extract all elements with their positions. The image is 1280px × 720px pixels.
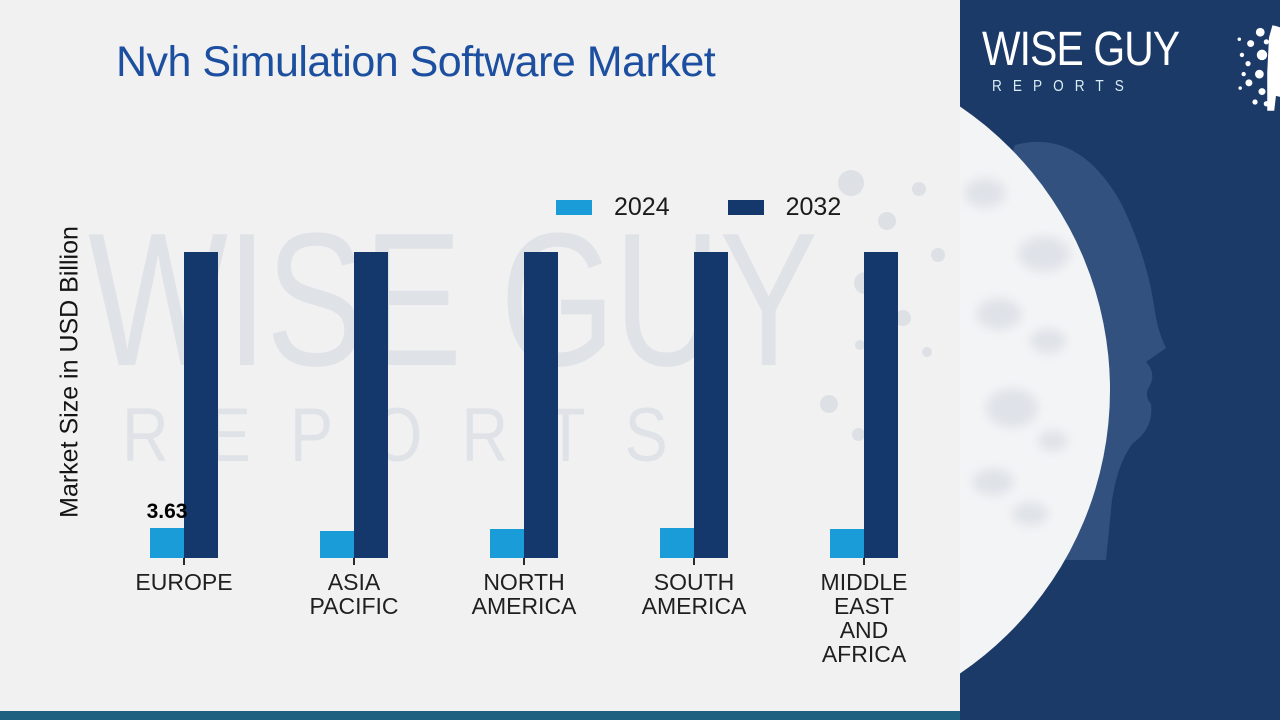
bar-group-north-america: NORTH AMERICA: [472, 252, 576, 618]
bar-group-middle-east-and-africa: MIDDLE EAST AND AFRICA: [821, 252, 907, 666]
axis-tick: [183, 558, 185, 565]
category-label: NORTH AMERICA: [471, 569, 577, 620]
category-label: ASIA PACIFIC: [309, 569, 399, 620]
wiseguy-logo: WISE GUY REPORTS: [982, 23, 1280, 116]
bar-value-label: 3.63: [146, 500, 188, 523]
logo-head-icon: [1237, 25, 1280, 111]
category-label: MIDDLE EAST AND AFRICA: [820, 569, 908, 668]
footer-strip: [0, 711, 960, 720]
bar-2032-middle-east-and-africa: [864, 252, 898, 558]
bar-2024-asia-pacific: [320, 531, 354, 558]
legend-swatch-2032: [727, 200, 764, 215]
bar-2032-south-america: [694, 252, 728, 558]
y-axis-label: Market Size in USD Billion: [55, 226, 84, 518]
legend-item-2032: 2032: [727, 193, 842, 222]
bar-group-asia-pacific: ASIA PACIFIC: [309, 252, 399, 618]
bar-2032-asia-pacific: [354, 252, 388, 558]
bar-2024-europe: [150, 528, 184, 558]
page-title: Nvh Simulation Software Market: [116, 38, 716, 86]
legend-item-2024: 2024: [556, 193, 670, 222]
bar-2024-north-america: [490, 529, 524, 558]
bar-group-south-america: SOUTH AMERICA: [642, 252, 746, 618]
brand-panel: WISE GUY REPORTS: [960, 0, 1280, 720]
legend-swatch-2024: [556, 200, 592, 215]
axis-tick: [353, 558, 355, 565]
category-label: EUROPE: [135, 569, 233, 595]
axis-tick: [863, 558, 865, 565]
bar-2032-europe: [184, 252, 218, 558]
legend-label-2032: 2032: [785, 193, 842, 221]
bar-2024-south-america: [660, 528, 694, 558]
bar-2024-middle-east-and-africa: [830, 529, 864, 558]
legend-label-2024: 2024: [614, 193, 670, 221]
axis-tick: [693, 558, 695, 565]
category-label: SOUTH AMERICA: [641, 569, 747, 620]
axis-tick: [523, 558, 525, 565]
plot-area: EUROPE 3.63 ASIA PACIFIC NORTH AMERICA SOUTH AM…: [130, 252, 970, 666]
logo-wiseguy-text: WISE GUY: [982, 23, 1180, 76]
chart-legend: 2024 2032: [556, 193, 841, 222]
bar-group-europe: EUROPE 3.63: [135, 252, 233, 594]
bar-2032-north-america: [524, 252, 558, 558]
logo-reports-text: REPORTS: [992, 78, 1135, 95]
